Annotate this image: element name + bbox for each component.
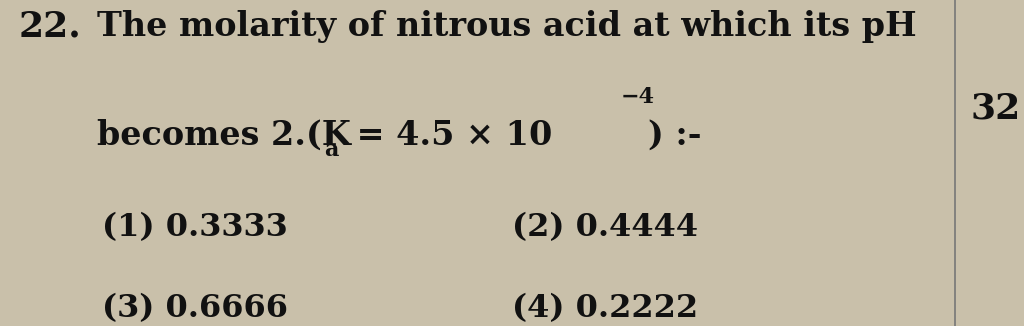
Text: −4: −4 xyxy=(621,86,654,108)
Text: (3) 0.6666: (3) 0.6666 xyxy=(102,293,289,324)
Text: becomes 2.(K: becomes 2.(K xyxy=(97,119,351,152)
Text: (4) 0.2222: (4) 0.2222 xyxy=(512,293,698,324)
Text: a: a xyxy=(325,139,339,160)
Text: The molarity of nitrous acid at which its pH: The molarity of nitrous acid at which it… xyxy=(97,10,916,43)
Text: 32: 32 xyxy=(971,91,1021,125)
Text: 22.: 22. xyxy=(18,10,81,44)
Text: (1) 0.3333: (1) 0.3333 xyxy=(102,212,288,243)
Text: = 4.5 × 10: = 4.5 × 10 xyxy=(345,119,553,152)
Text: (2) 0.4444: (2) 0.4444 xyxy=(512,212,698,243)
Text: ) :-: ) :- xyxy=(648,119,701,152)
